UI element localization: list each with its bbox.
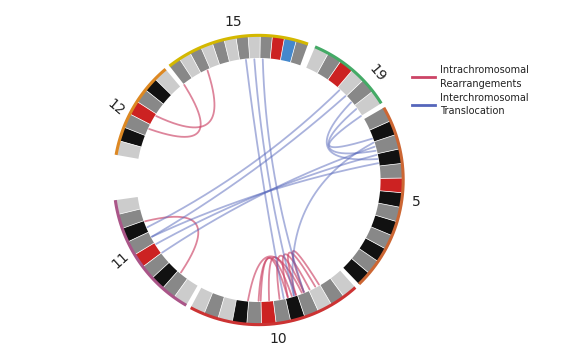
Polygon shape: [273, 299, 291, 324]
Polygon shape: [191, 288, 212, 314]
Polygon shape: [270, 36, 285, 60]
Text: 15: 15: [225, 15, 242, 29]
Text: Rearrangements: Rearrangements: [440, 79, 521, 89]
Text: 5: 5: [412, 195, 421, 209]
Polygon shape: [317, 53, 341, 80]
Polygon shape: [352, 249, 378, 273]
Polygon shape: [118, 209, 144, 228]
Polygon shape: [143, 253, 169, 278]
Polygon shape: [331, 271, 356, 297]
Polygon shape: [248, 35, 260, 58]
Text: Interchromosomal: Interchromosomal: [440, 93, 528, 103]
Polygon shape: [338, 70, 363, 96]
Polygon shape: [119, 127, 145, 147]
Polygon shape: [146, 79, 171, 104]
Text: 10: 10: [269, 332, 287, 346]
Polygon shape: [347, 80, 373, 105]
Polygon shape: [236, 36, 249, 59]
Polygon shape: [260, 35, 273, 59]
Polygon shape: [291, 40, 308, 66]
Text: 12: 12: [105, 96, 128, 118]
Polygon shape: [224, 37, 240, 62]
Polygon shape: [169, 59, 192, 84]
Polygon shape: [201, 43, 219, 68]
Polygon shape: [116, 141, 141, 159]
Polygon shape: [380, 178, 403, 193]
Polygon shape: [366, 227, 392, 249]
Polygon shape: [355, 91, 381, 115]
Text: 19: 19: [366, 62, 389, 84]
Polygon shape: [218, 297, 236, 322]
Polygon shape: [374, 135, 400, 154]
Polygon shape: [360, 238, 386, 261]
Polygon shape: [232, 300, 249, 324]
Polygon shape: [261, 301, 276, 325]
Polygon shape: [124, 114, 150, 135]
Text: Intrachromosomal: Intrachromosomal: [440, 65, 528, 75]
Polygon shape: [281, 38, 296, 62]
Polygon shape: [298, 291, 318, 317]
Polygon shape: [375, 203, 401, 222]
Polygon shape: [190, 48, 210, 73]
Polygon shape: [320, 279, 344, 305]
Polygon shape: [306, 47, 328, 73]
Polygon shape: [128, 232, 154, 255]
Polygon shape: [378, 191, 403, 207]
Text: 11: 11: [109, 249, 132, 271]
Polygon shape: [179, 53, 201, 78]
Polygon shape: [174, 279, 198, 305]
Polygon shape: [378, 149, 403, 166]
Polygon shape: [343, 259, 369, 284]
Polygon shape: [115, 197, 140, 215]
Polygon shape: [328, 61, 353, 87]
Polygon shape: [309, 285, 332, 312]
Polygon shape: [204, 293, 224, 319]
Polygon shape: [364, 108, 390, 130]
Polygon shape: [152, 263, 177, 288]
Polygon shape: [137, 90, 163, 114]
Polygon shape: [246, 302, 262, 325]
Polygon shape: [286, 296, 305, 321]
Text: Translocation: Translocation: [440, 107, 504, 116]
Polygon shape: [162, 271, 187, 297]
Polygon shape: [370, 121, 396, 142]
Polygon shape: [135, 243, 161, 267]
Polygon shape: [371, 215, 397, 236]
Polygon shape: [212, 40, 229, 64]
Polygon shape: [122, 221, 148, 242]
Polygon shape: [130, 102, 156, 124]
Polygon shape: [380, 163, 403, 178]
Polygon shape: [155, 69, 180, 95]
